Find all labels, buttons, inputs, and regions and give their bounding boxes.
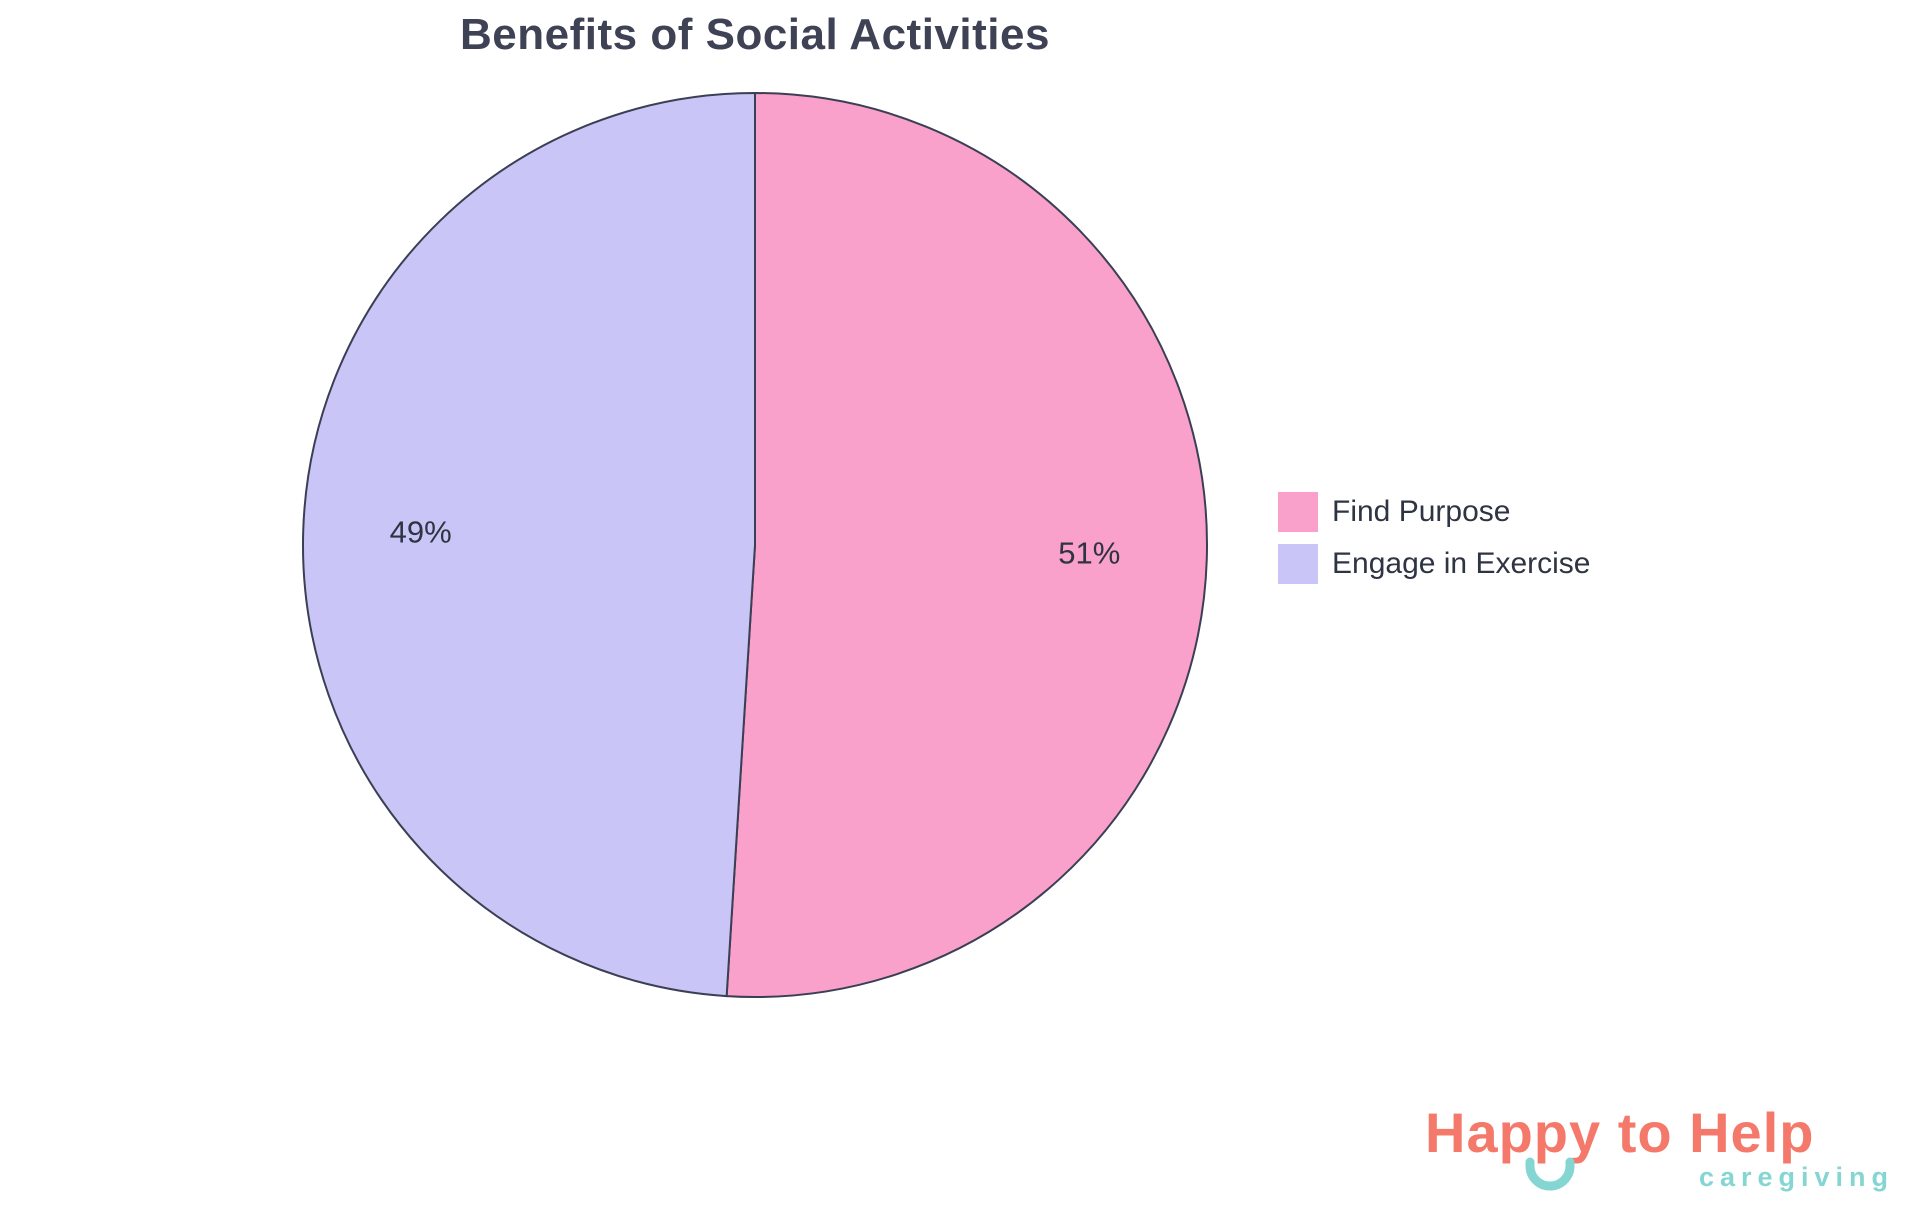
legend-swatch [1278,492,1318,532]
chart-title: Benefits of Social Activities [460,10,1050,59]
logo-wordmark: Happy to Help [1425,1101,1815,1164]
legend-label: Engage in Exercise [1332,547,1591,580]
smile-icon [1525,1157,1575,1191]
pie-slice-label: 49% [390,515,452,550]
legend-item: Find Purpose [1278,492,1591,532]
legend-swatch [1278,544,1318,584]
pie-slice-label: 51% [1058,536,1120,571]
logo: Happy to Help caregiving [1425,1100,1900,1210]
pie-slice-find-purpose [725,91,1208,998]
pie-slice-engage-in-exercise [302,91,756,998]
legend-item: Engage in Exercise [1278,544,1591,584]
logo-tagline: caregiving [1698,1162,1894,1192]
pie-chart: 51% 49% [302,91,1208,998]
legend-label: Find Purpose [1332,495,1511,528]
legend: Find Purpose Engage in Exercise [1278,492,1591,584]
